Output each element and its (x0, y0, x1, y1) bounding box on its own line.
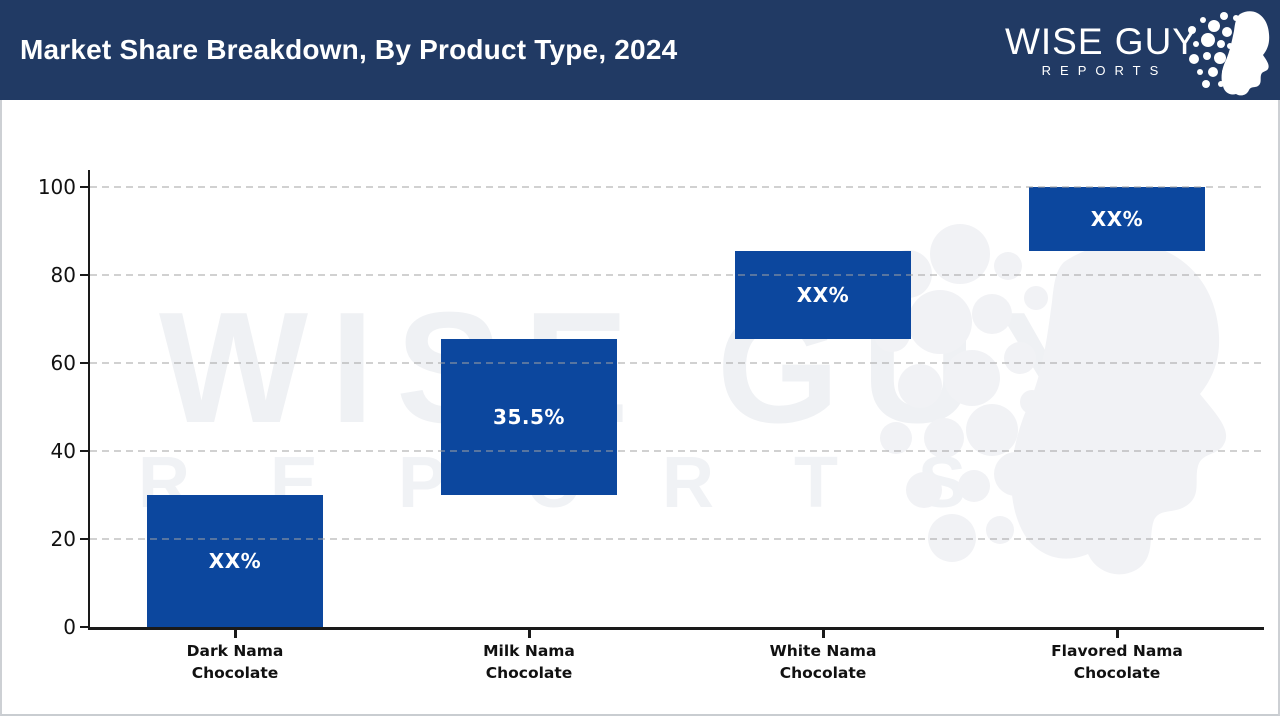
bar-value-label: XX% (208, 549, 262, 573)
category-label-line: Chocolate (191, 663, 279, 682)
bar-flavored-nama-chocolate: XX% (1029, 187, 1205, 251)
gridline (90, 362, 1264, 364)
bar-dark-nama-chocolate: XX% (147, 495, 323, 627)
gridline (90, 274, 1264, 276)
y-tick-label: 60 (50, 351, 76, 375)
category-label-line: Milk Nama (483, 642, 575, 660)
category-label-line: Flavored Nama (1051, 642, 1183, 660)
watermark-head-icon (874, 224, 1227, 575)
category-label-line: Chocolate (1073, 663, 1161, 682)
logo-wordmark: WISE GUY REPORTS (1005, 23, 1198, 78)
y-tick (80, 186, 88, 188)
x-tick (233, 630, 237, 638)
page-title: Market Share Breakdown, By Product Type,… (20, 34, 678, 65)
logo-wordmark-text: WISE GUY (1004, 20, 1198, 62)
logo-head-icon (1188, 11, 1270, 96)
y-tick-label: 20 (50, 527, 76, 551)
bar-value-label: XX% (796, 282, 850, 307)
gridline (90, 186, 1264, 188)
category-label: Milk Nama Chocolate (409, 641, 649, 684)
header-bar: Market Share Breakdown, By Product Type,… (0, 0, 1280, 100)
y-tick (80, 450, 88, 452)
bar-chart: 0 20 40 60 80 100 XX% Dark Nama Chocolate 35.5% Mi… (2, 100, 1278, 714)
category-label: Flavored Nama Chocolate (997, 641, 1237, 684)
category-label: White Nama Chocolate (703, 641, 943, 684)
y-tick (80, 362, 88, 364)
y-tick (80, 538, 88, 540)
category-label-line: Dark Nama (186, 642, 284, 660)
bar-white-nama-chocolate: XX% (735, 250, 911, 339)
bar-value-label: XX% (1090, 206, 1144, 231)
gridline (90, 538, 1264, 540)
y-tick-label: 80 (50, 263, 76, 287)
gridline (90, 450, 1264, 452)
x-tick (821, 630, 825, 638)
x-tick (1115, 630, 1119, 638)
bar-milk-nama-chocolate: 35.5% (441, 338, 617, 495)
y-tick-label: 40 (50, 439, 76, 463)
y-tick-label: 0 (63, 615, 76, 639)
x-tick (527, 630, 531, 638)
category-label-line: Chocolate (485, 663, 573, 682)
y-tick (80, 274, 88, 276)
category-label-line: White Nama (769, 642, 877, 660)
y-axis (88, 170, 90, 629)
category-label: Dark Nama Chocolate (115, 641, 355, 684)
x-axis (88, 627, 1264, 630)
category-label-line: Chocolate (779, 663, 867, 682)
y-tick (80, 626, 88, 628)
y-tick-label: 100 (37, 175, 76, 199)
wiseguy-logo: WISE GUY REPORTS (1005, 4, 1272, 96)
bar-value-label: 35.5% (493, 404, 565, 429)
logo-subtext: REPORTS (1041, 62, 1168, 78)
